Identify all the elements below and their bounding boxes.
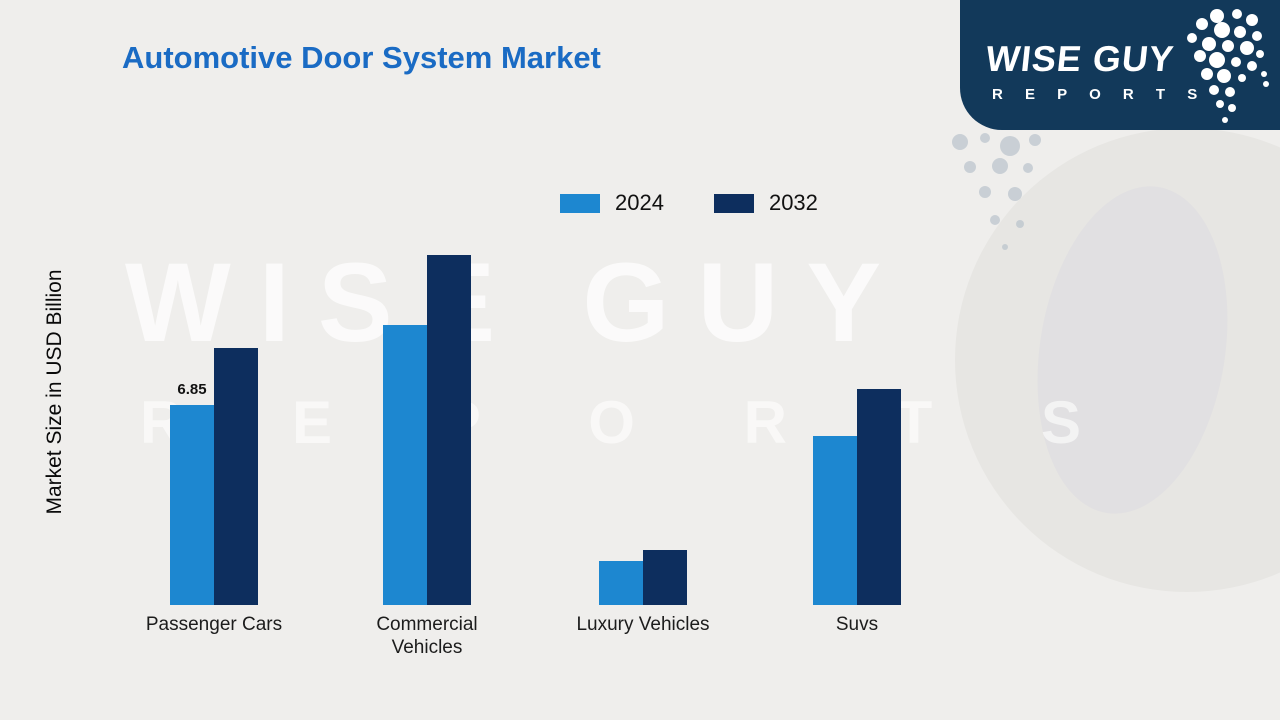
- category-label: Commercial Vehicles: [376, 614, 478, 658]
- bar-2032-passenger-cars: [214, 348, 258, 605]
- bar-2032-commercial-vehicles: [427, 255, 471, 605]
- logo-block: WISE GUY R E P O R T S: [960, 0, 1280, 130]
- logo-head-icon: [1187, 9, 1269, 123]
- watermark-line2: R E P O R T S: [140, 389, 1127, 456]
- bar-2024-commercial-vehicles: [383, 325, 427, 605]
- logo-wordmark: WISE GUY: [983, 38, 1177, 79]
- bar-2024-passenger-cars: [170, 405, 214, 605]
- bar-2032-suvs: [857, 389, 901, 605]
- legend-item-2032: 2032: [713, 190, 818, 216]
- bar-2024-luxury-vehicles: [599, 561, 643, 605]
- legend-label: 2032: [768, 190, 818, 215]
- legend-item-2024: 2024: [560, 190, 664, 216]
- watermark-line1: WISE GUY: [125, 240, 910, 365]
- bar-2032-luxury-vehicles: [643, 550, 687, 605]
- legend: 2024 2032: [560, 190, 818, 216]
- bar-2024-suvs: [813, 436, 857, 605]
- page-title: Automotive Door System Market: [122, 40, 601, 75]
- category-label: Passenger Cars: [145, 614, 283, 635]
- category-label: Suvs: [835, 614, 879, 635]
- logo-subtext: R E P O R T S: [992, 86, 1207, 103]
- legend-swatch: [713, 193, 754, 213]
- legend-label: 2024: [615, 190, 664, 215]
- category-label: Luxury Vehicles: [576, 614, 710, 635]
- dot-pattern-gray: [952, 133, 1041, 250]
- legend-swatch: [560, 193, 600, 213]
- bar-value-label: 6.85: [177, 381, 207, 398]
